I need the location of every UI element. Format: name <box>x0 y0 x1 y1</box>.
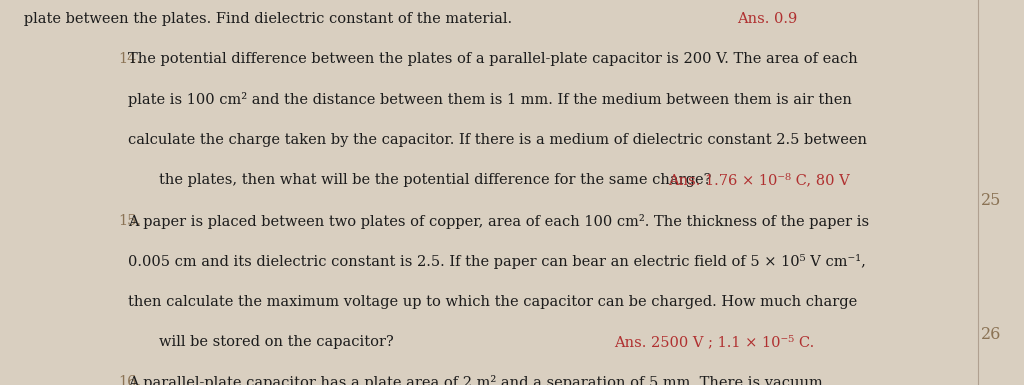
Text: plate is 100 cm² and the distance between them is 1 mm. If the medium between th: plate is 100 cm² and the distance betwee… <box>128 92 852 107</box>
Text: 15.: 15. <box>118 214 140 228</box>
Text: then calculate the maximum voltage up to which the capacitor can be charged. How: then calculate the maximum voltage up to… <box>128 295 857 308</box>
Text: 25: 25 <box>981 192 1001 209</box>
Text: The potential difference between the plates of a parallel-plate capacitor is 200: The potential difference between the pla… <box>128 52 858 66</box>
Text: the plates, then what will be the potential difference for the same charge?: the plates, then what will be the potent… <box>159 173 711 187</box>
Text: 16.: 16. <box>118 375 141 385</box>
Text: 14.: 14. <box>118 52 140 66</box>
Text: Ans. 2500 V ; 1.1 × 10⁻⁵ C.: Ans. 2500 V ; 1.1 × 10⁻⁵ C. <box>614 335 815 349</box>
Text: Ans. 0.9: Ans. 0.9 <box>737 12 798 25</box>
Text: 26: 26 <box>981 326 1001 343</box>
Text: 0.005 cm and its dielectric constant is 2.5. If the paper can bear an electric f: 0.005 cm and its dielectric constant is … <box>128 254 866 269</box>
Text: plate between the plates. Find dielectric constant of the material.: plate between the plates. Find dielectri… <box>10 12 512 25</box>
Text: will be stored on the capacitor?: will be stored on the capacitor? <box>159 335 393 349</box>
Text: A paper is placed between two plates of copper, area of each 100 cm². The thickn: A paper is placed between two plates of … <box>128 214 869 229</box>
Text: A parallel-plate capacitor has a plate area of 2 m² and a separation of 5 mm. Th: A parallel-plate capacitor has a plate a… <box>128 375 822 385</box>
Text: Ans. 1.76 × 10⁻⁸ C, 80 V: Ans. 1.76 × 10⁻⁸ C, 80 V <box>668 173 849 187</box>
Text: calculate the charge taken by the capacitor. If there is a medium of dielectric : calculate the charge taken by the capaci… <box>128 133 867 147</box>
